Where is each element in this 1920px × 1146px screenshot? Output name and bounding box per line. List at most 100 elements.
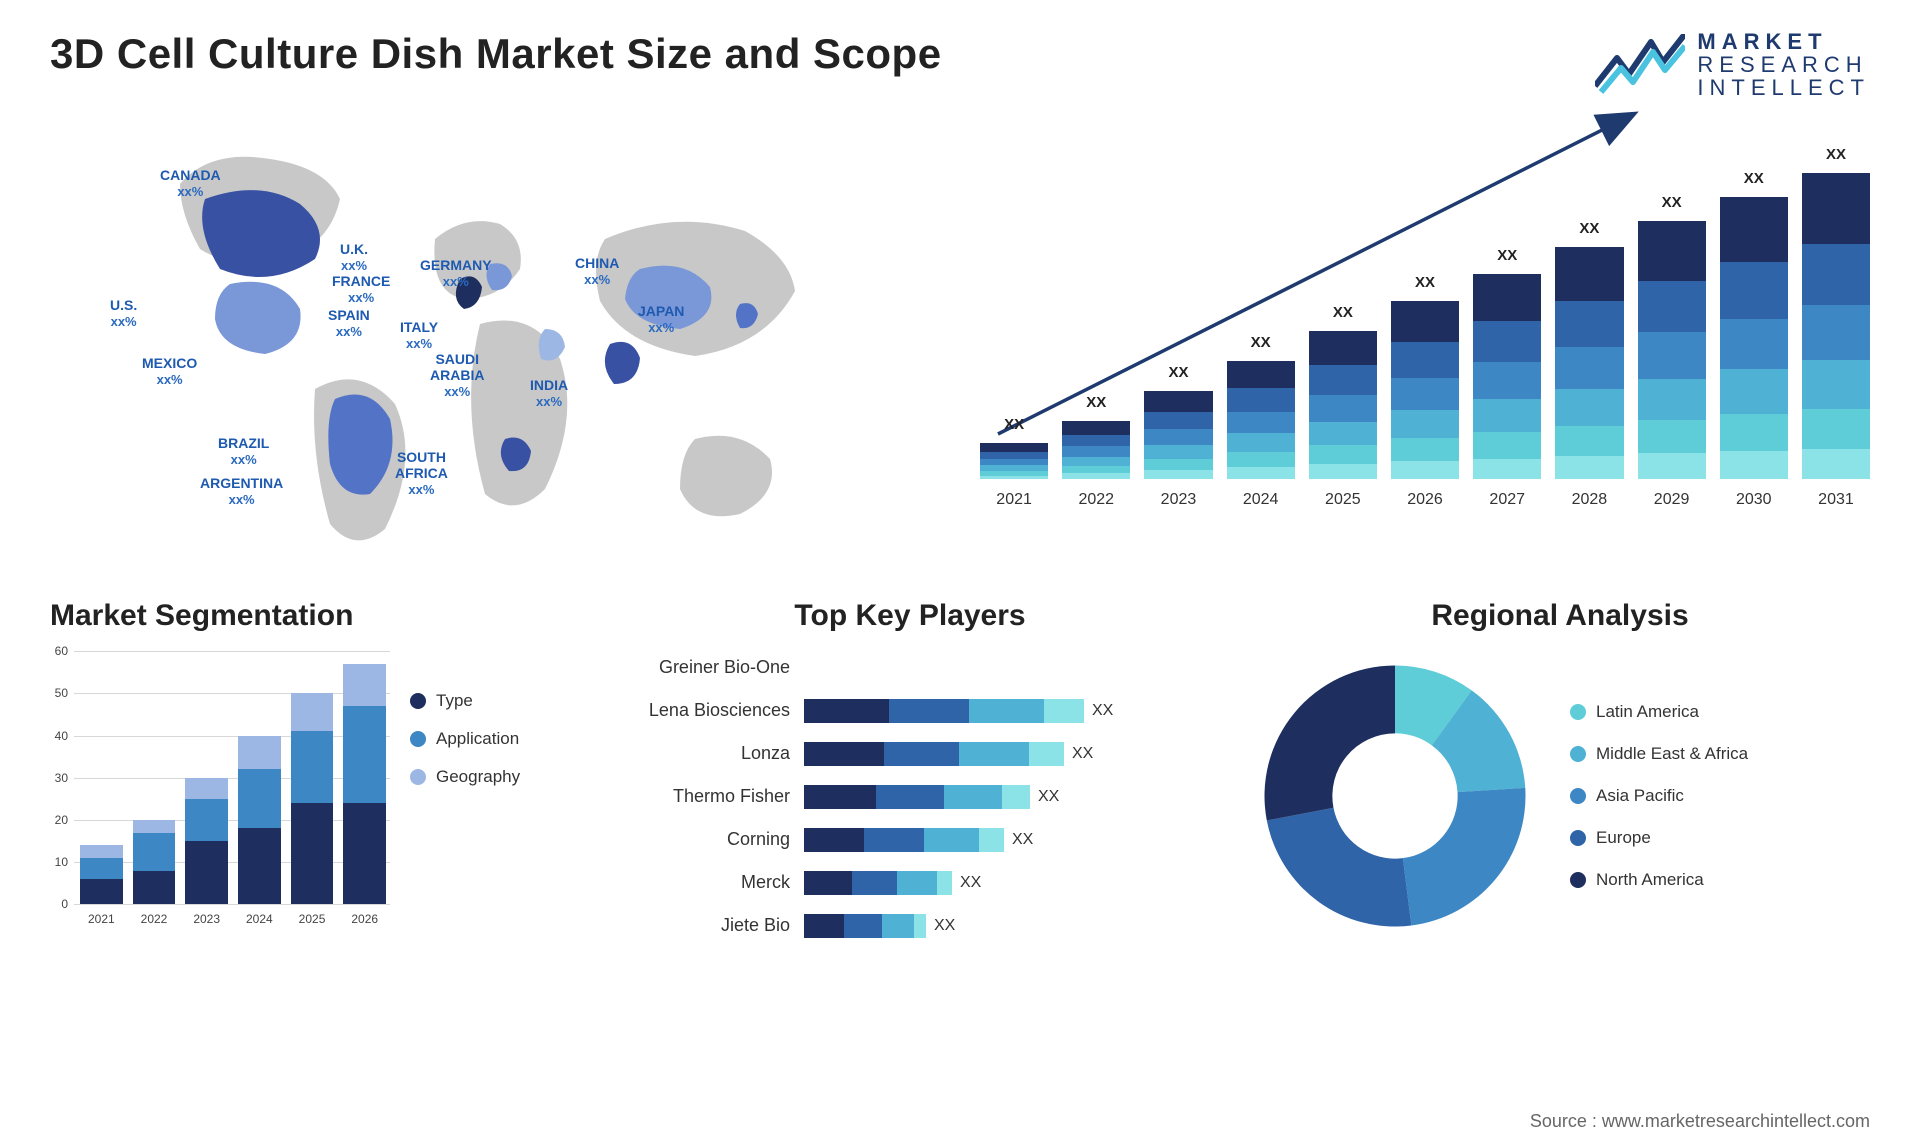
forecast-year-label: 2028 bbox=[1555, 491, 1623, 509]
key-players-title: Top Key Players bbox=[620, 599, 1200, 633]
reg-legend-item: Europe bbox=[1570, 828, 1748, 848]
map-label-mexico: MEXICOxx% bbox=[142, 355, 197, 388]
kp-label: Corning bbox=[620, 829, 790, 850]
seg-legend-item: Type bbox=[410, 691, 520, 711]
forecast-value-label: XX bbox=[1168, 364, 1188, 381]
map-label-brazil: BRAZILxx% bbox=[218, 435, 269, 468]
forecast-bar-2029: XX bbox=[1638, 194, 1706, 479]
seg-ytick: 30 bbox=[55, 771, 68, 785]
forecast-panel: XX XX XX XX XX XX XX XX XX XX XX 2021 2022 2023 2024 2… bbox=[980, 129, 1870, 549]
forecast-value-label: XX bbox=[1579, 220, 1599, 237]
seg-year-label: 2024 bbox=[238, 912, 281, 926]
logo-line3: INTELLECT bbox=[1697, 76, 1870, 99]
logo: MARKET RESEARCH INTELLECT bbox=[1595, 30, 1870, 99]
forecast-year-label: 2026 bbox=[1391, 491, 1459, 509]
regional-donut bbox=[1250, 651, 1540, 941]
header: 3D Cell Culture Dish Market Size and Sco… bbox=[50, 30, 1870, 99]
logo-icon bbox=[1595, 34, 1685, 96]
forecast-year-label: 2022 bbox=[1062, 491, 1130, 509]
forecast-bar-2026: XX bbox=[1391, 274, 1459, 479]
reg-legend-item: Latin America bbox=[1570, 702, 1748, 722]
kp-label: Thermo Fisher bbox=[620, 786, 790, 807]
forecast-bar-2028: XX bbox=[1555, 220, 1623, 479]
forecast-bar-2030: XX bbox=[1720, 170, 1788, 479]
seg-bar-2023 bbox=[185, 778, 228, 904]
seg-ytick: 40 bbox=[55, 729, 68, 743]
map-label-india: INDIAxx% bbox=[530, 377, 568, 410]
forecast-value-label: XX bbox=[1662, 194, 1682, 211]
forecast-year-label: 2031 bbox=[1802, 491, 1870, 509]
map-label-china: CHINAxx% bbox=[575, 255, 619, 288]
segmentation-chart: 0102030405060 202120222023202420252026 bbox=[50, 651, 390, 926]
seg-year-label: 2022 bbox=[133, 912, 176, 926]
seg-bar-2024 bbox=[238, 736, 281, 905]
kp-row-corning: Corning XX bbox=[620, 823, 1200, 856]
forecast-year-label: 2023 bbox=[1144, 491, 1212, 509]
forecast-year-label: 2029 bbox=[1638, 491, 1706, 509]
map-label-france: FRANCExx% bbox=[332, 273, 390, 306]
source-label: Source : www.marketresearchintellect.com bbox=[1530, 1111, 1870, 1132]
forecast-year-label: 2024 bbox=[1227, 491, 1295, 509]
seg-bar-2025 bbox=[291, 693, 334, 904]
kp-value-label: XX bbox=[960, 874, 981, 892]
kp-value-label: XX bbox=[1072, 745, 1093, 763]
map-label-u-s-: U.S.xx% bbox=[110, 297, 137, 330]
logo-line2: RESEARCH bbox=[1697, 53, 1870, 76]
seg-ytick: 0 bbox=[61, 897, 68, 911]
kp-label: Jiete Bio bbox=[620, 915, 790, 936]
seg-bar-2021 bbox=[80, 845, 123, 904]
forecast-value-label: XX bbox=[1004, 416, 1024, 433]
forecast-bar-2023: XX bbox=[1144, 364, 1212, 479]
seg-year-label: 2025 bbox=[291, 912, 334, 926]
segmentation-panel: Market Segmentation 0102030405060 202120… bbox=[50, 599, 570, 979]
forecast-bar-2025: XX bbox=[1309, 304, 1377, 479]
regional-legend: Latin AmericaMiddle East & AfricaAsia Pa… bbox=[1570, 702, 1748, 890]
kp-row-lena-biosciences: Lena Biosciences XX bbox=[620, 694, 1200, 727]
kp-row-jiete-bio: Jiete Bio XX bbox=[620, 909, 1200, 942]
reg-legend-item: Asia Pacific bbox=[1570, 786, 1748, 806]
map-label-saudi-arabia: SAUDIARABIAxx% bbox=[430, 351, 484, 400]
forecast-value-label: XX bbox=[1251, 334, 1271, 351]
kp-label: Lonza bbox=[620, 743, 790, 764]
forecast-value-label: XX bbox=[1086, 394, 1106, 411]
donut-slice-europe bbox=[1267, 808, 1412, 927]
map-label-italy: ITALYxx% bbox=[400, 319, 438, 352]
forecast-value-label: XX bbox=[1497, 247, 1517, 264]
seg-year-label: 2026 bbox=[343, 912, 386, 926]
segmentation-legend: TypeApplicationGeography bbox=[410, 651, 520, 926]
kp-value-label: XX bbox=[1092, 702, 1113, 720]
map-label-canada: CANADAxx% bbox=[160, 167, 221, 200]
logo-line1: MARKET bbox=[1697, 30, 1870, 53]
forecast-year-label: 2021 bbox=[980, 491, 1048, 509]
regional-panel: Regional Analysis Latin AmericaMiddle Ea… bbox=[1250, 599, 1870, 979]
map-label-spain: SPAINxx% bbox=[328, 307, 370, 340]
segmentation-title: Market Segmentation bbox=[50, 599, 570, 633]
kp-value-label: XX bbox=[1012, 831, 1033, 849]
forecast-year-label: 2027 bbox=[1473, 491, 1541, 509]
seg-bar-2026 bbox=[343, 664, 386, 904]
seg-ytick: 50 bbox=[55, 686, 68, 700]
seg-year-label: 2021 bbox=[80, 912, 123, 926]
forecast-value-label: XX bbox=[1744, 170, 1764, 187]
kp-row-lonza: Lonza XX bbox=[620, 737, 1200, 770]
bottom-row: Market Segmentation 0102030405060 202120… bbox=[50, 599, 1870, 979]
kp-value-label: XX bbox=[934, 917, 955, 935]
forecast-value-label: XX bbox=[1333, 304, 1353, 321]
seg-legend-item: Application bbox=[410, 729, 520, 749]
forecast-bar-2022: XX bbox=[1062, 394, 1130, 479]
map-label-germany: GERMANYxx% bbox=[420, 257, 492, 290]
forecast-chart: XX XX XX XX XX XX XX XX XX XX XX 2021 2022 2023 2024 2… bbox=[980, 149, 1870, 509]
regional-title: Regional Analysis bbox=[1250, 599, 1870, 633]
kp-label: Lena Biosciences bbox=[620, 700, 790, 721]
kp-value-label: XX bbox=[1038, 788, 1059, 806]
seg-ytick: 20 bbox=[55, 813, 68, 827]
forecast-year-label: 2025 bbox=[1309, 491, 1377, 509]
key-players-chart: Greiner Bio-One Lena Biosciences XX Lonza XX… bbox=[620, 651, 1200, 942]
forecast-value-label: XX bbox=[1415, 274, 1435, 291]
forecast-bar-2031: XX bbox=[1802, 146, 1870, 479]
forecast-bar-2024: XX bbox=[1227, 334, 1295, 479]
page-title: 3D Cell Culture Dish Market Size and Sco… bbox=[50, 30, 942, 78]
forecast-year-label: 2030 bbox=[1720, 491, 1788, 509]
kp-label: Greiner Bio-One bbox=[620, 657, 790, 678]
world-map-panel: CANADAxx%U.S.xx%MEXICOxx%BRAZILxx%ARGENT… bbox=[50, 129, 940, 549]
